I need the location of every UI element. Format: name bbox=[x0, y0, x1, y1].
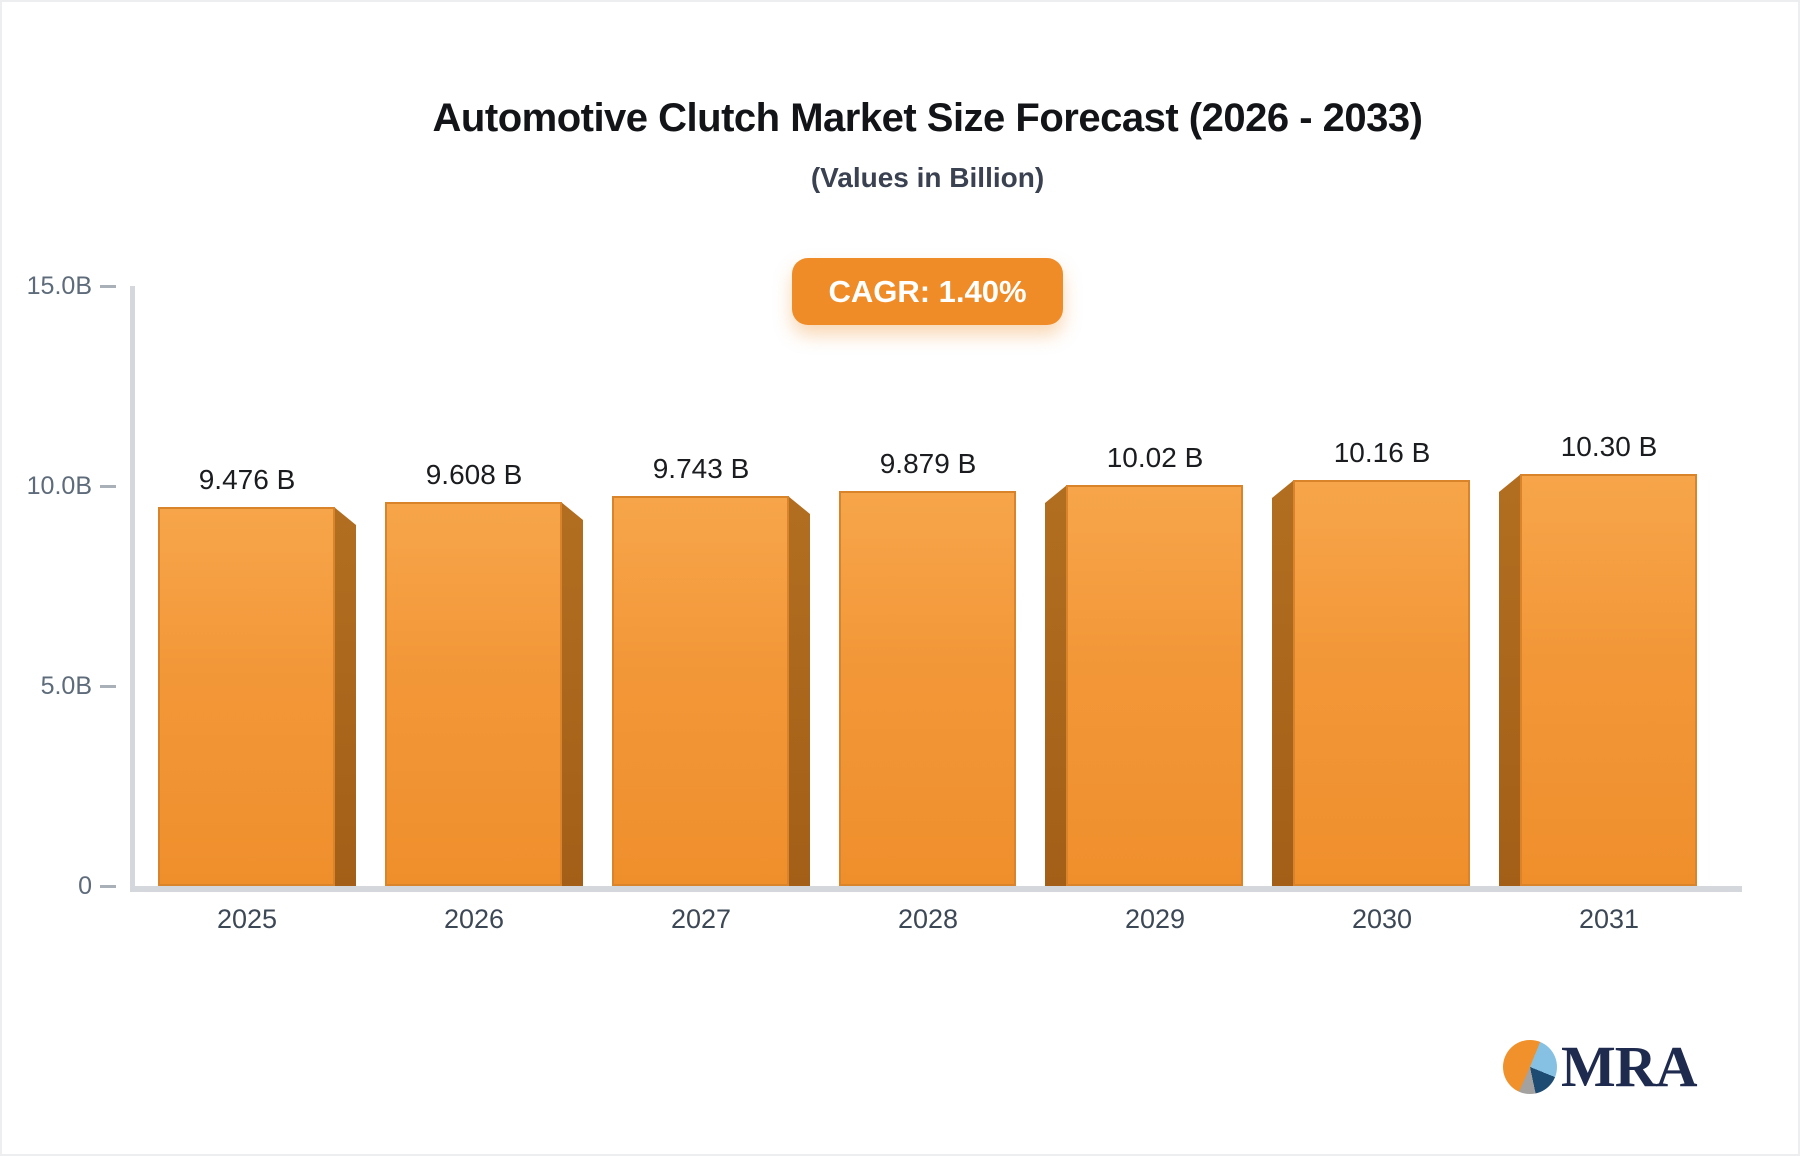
y-axis-line bbox=[130, 286, 135, 892]
x-axis-line bbox=[130, 886, 1742, 892]
x-category-label: 2030 bbox=[1351, 904, 1413, 934]
x-category-label: 2026 bbox=[443, 904, 505, 934]
bar-value-label: 9.476 B bbox=[198, 464, 296, 495]
bar-value-label: 9.608 B bbox=[425, 459, 523, 490]
bar-value-label: 9.879 B bbox=[879, 448, 977, 479]
bar bbox=[612, 496, 789, 886]
x-category-label: 2027 bbox=[670, 904, 732, 934]
bar-side bbox=[1045, 485, 1067, 886]
x-category-label: 2029 bbox=[1124, 904, 1186, 934]
bar-value-label: 10.30 B bbox=[1560, 431, 1658, 462]
brand-logo: MRA bbox=[1503, 1034, 1698, 1099]
bar bbox=[1520, 474, 1697, 886]
y-tick bbox=[100, 485, 116, 488]
bar-side bbox=[561, 502, 583, 886]
bar-side bbox=[1272, 480, 1294, 886]
y-tick bbox=[100, 685, 116, 688]
logo-text: MRA bbox=[1561, 1034, 1698, 1099]
bar-value-label: 10.16 B bbox=[1333, 437, 1431, 468]
bar-value-label: 10.02 B bbox=[1106, 442, 1204, 473]
bar bbox=[1293, 480, 1470, 886]
y-tick-label: 5.0B bbox=[40, 672, 92, 700]
pie-chart-icon bbox=[1503, 1040, 1557, 1094]
y-tick-label: 10.0B bbox=[26, 472, 92, 500]
x-category-label: 2031 bbox=[1578, 904, 1640, 934]
y-tick bbox=[100, 285, 116, 288]
y-tick bbox=[100, 885, 116, 888]
bar bbox=[1066, 485, 1243, 886]
x-category-label: 2025 bbox=[216, 904, 278, 934]
bar-value-label: 9.743 B bbox=[652, 453, 750, 484]
cagr-badge: CAGR: 1.40% bbox=[792, 258, 1063, 325]
y-tick-label: 0 bbox=[78, 872, 92, 900]
bar bbox=[839, 491, 1016, 886]
bar bbox=[385, 502, 562, 886]
chart-subtitle: (Values in Billion) bbox=[810, 162, 1045, 193]
bar bbox=[158, 507, 335, 886]
y-tick-label: 15.0B bbox=[26, 272, 92, 300]
bar-side bbox=[1499, 474, 1521, 886]
chart-title: Automotive Clutch Market Size Forecast (… bbox=[432, 96, 1423, 140]
bar-side bbox=[334, 507, 356, 886]
x-category-label: 2028 bbox=[897, 904, 959, 934]
cagr-badge-row: CAGR: 1.40% bbox=[133, 258, 1722, 325]
bar-side bbox=[788, 496, 810, 886]
